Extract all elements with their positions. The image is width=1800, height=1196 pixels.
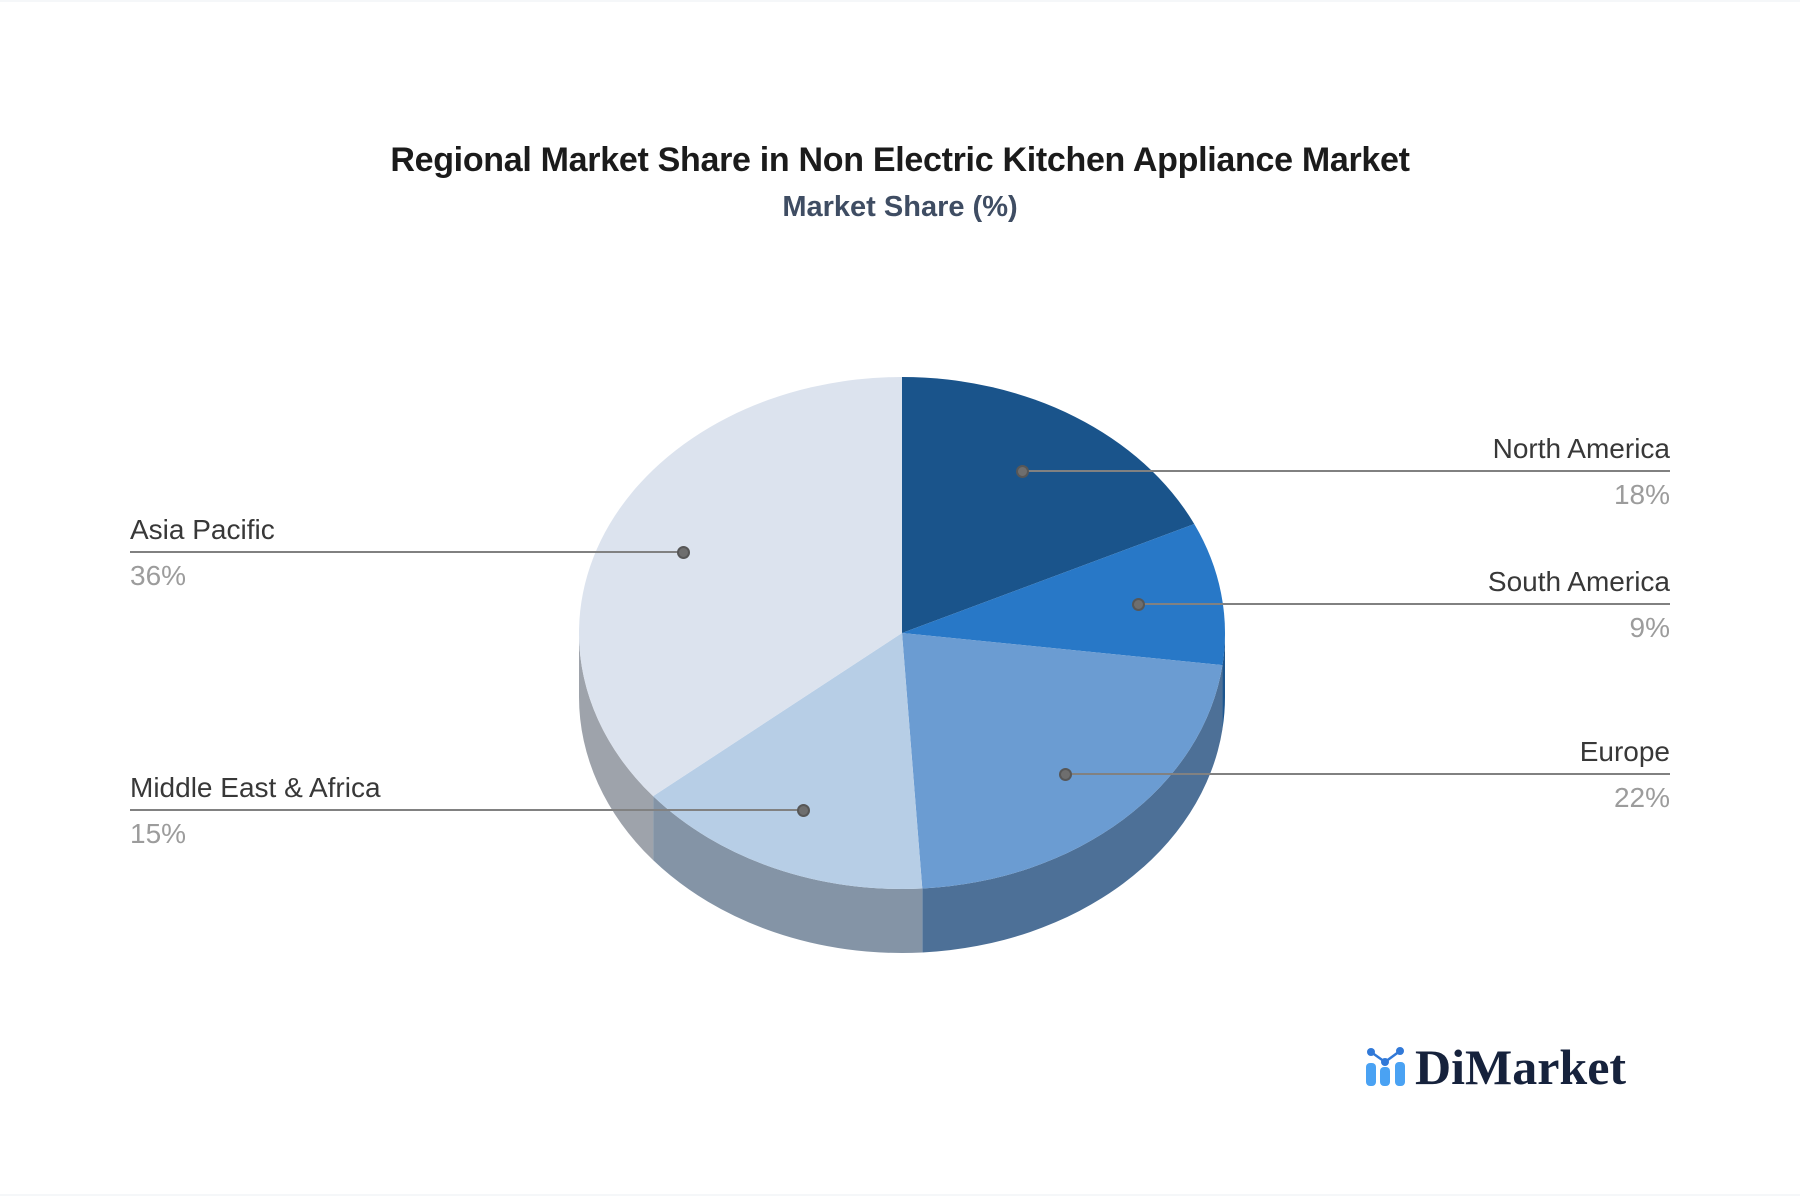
chart-subtitle: Market Share (%)	[782, 191, 1018, 223]
slice-value-south-america: 9%	[1629, 612, 1670, 643]
bottom-edge-divider	[0, 1194, 1800, 1196]
leader-dot-south-america	[1131, 597, 1145, 611]
leader-line-europe	[1065, 773, 1670, 775]
leader-dot-europe	[1058, 767, 1072, 781]
leader-dot-middle-east-africa	[796, 803, 810, 817]
pie-slice-side	[653, 796, 923, 953]
top-edge-divider	[0, 0, 1800, 2]
slice-value-middle-east-africa: 15%	[130, 818, 187, 849]
slice-value-europe: 22%	[1613, 782, 1670, 813]
page-title: Regional Market Share in Non Electric Ki…	[390, 141, 1410, 179]
pie-slice-europe[interactable]	[902, 633, 1223, 889]
pie-slice-north-america[interactable]	[902, 377, 1195, 633]
slice-label-north-america: North America	[1492, 433, 1670, 464]
leader-dot-asia-pacific	[676, 545, 690, 559]
slice-label-asia-pacific: Asia Pacific	[130, 514, 275, 545]
leader-line-middle-east-africa	[130, 809, 803, 811]
slice-value-asia-pacific: 36%	[130, 560, 187, 591]
slice-label-middle-east-africa: Middle East & Africa	[130, 772, 381, 803]
slice-value-north-america: 18%	[1613, 479, 1670, 510]
pie-slice-side	[922, 665, 1223, 953]
pie-slice-middle-east-africa[interactable]	[653, 633, 923, 889]
bar-chart-trend-icon	[1366, 1047, 1405, 1086]
leader-line-north-america	[1022, 470, 1670, 472]
leader-line-asia-pacific	[130, 551, 683, 553]
leader-line-south-america	[1138, 603, 1670, 605]
pie-slice-asia-pacific[interactable]	[579, 377, 902, 797]
pie-slice-side	[579, 633, 654, 861]
slice-label-south-america: South America	[1487, 566, 1670, 597]
logo-text: DiMarket	[1415, 1039, 1627, 1095]
slice-label-europe: Europe	[1579, 736, 1670, 767]
leader-dot-north-america	[1015, 464, 1029, 478]
pie-slice-south-america[interactable]	[902, 524, 1225, 666]
pie-slice-side	[1222, 633, 1225, 730]
